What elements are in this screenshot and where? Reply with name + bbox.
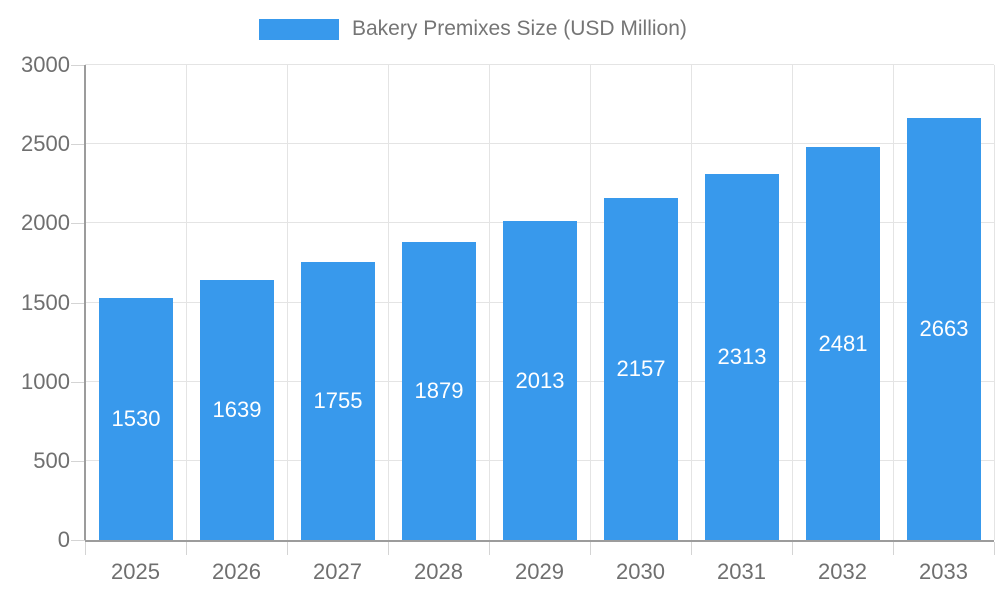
y-axis-label: 2500 (21, 131, 70, 156)
legend-swatch (259, 18, 339, 40)
y-axis-label: 500 (33, 448, 70, 473)
bar[interactable] (200, 280, 274, 540)
bar-value-label: 1879 (414, 378, 464, 403)
bar-value-label: 1530 (111, 406, 161, 431)
bar[interactable] (705, 174, 779, 540)
x-axis-tick (994, 542, 995, 555)
gridline-vertical (388, 65, 389, 540)
gridline-vertical (287, 65, 288, 540)
bar-value-label: 1755 (313, 388, 363, 413)
bar[interactable] (503, 221, 577, 540)
y-axis-tick (71, 144, 85, 145)
y-axis-tick (71, 223, 85, 224)
x-axis-tick (792, 542, 793, 555)
bar-value-label: 2013 (515, 368, 565, 393)
x-axis-tick (85, 542, 86, 555)
legend-item[interactable]: Bakery Premixes Size (USD Million) (259, 17, 687, 41)
x-axis-label: 2031 (717, 559, 766, 584)
y-axis-tick (71, 461, 85, 462)
bar-value-label: 2481 (818, 331, 868, 356)
gridline-vertical (691, 65, 692, 540)
x-axis-tick (590, 542, 591, 555)
x-axis-tick (388, 542, 389, 555)
x-axis-tick (287, 542, 288, 555)
bar[interactable] (907, 118, 981, 540)
gridline-vertical (792, 65, 793, 540)
y-axis-label: 0 (57, 527, 70, 552)
gridline-vertical (590, 65, 591, 540)
gridline-vertical (994, 65, 995, 540)
legend-label: Bakery Premixes Size (USD Million) (352, 17, 687, 40)
y-axis-tick (71, 540, 85, 541)
x-axis-label: 2032 (818, 559, 867, 584)
bar[interactable] (604, 198, 678, 540)
bar[interactable] (402, 242, 476, 540)
x-axis-tick (893, 542, 894, 555)
gridline-vertical (186, 65, 187, 540)
x-axis-label: 2025 (111, 559, 160, 584)
x-axis-tick (691, 542, 692, 555)
y-axis-label: 3000 (21, 52, 70, 77)
y-axis-label: 1500 (21, 290, 70, 315)
gridline-vertical (893, 65, 894, 540)
bar-value-label: 2157 (616, 356, 666, 381)
bar-value-label: 2313 (717, 344, 767, 369)
x-axis-label: 2033 (919, 559, 968, 584)
gridline-vertical (489, 65, 490, 540)
bar-value-label: 1639 (212, 397, 262, 422)
bar[interactable] (301, 262, 375, 540)
x-axis-label: 2029 (515, 559, 564, 584)
y-axis-label: 1000 (21, 369, 70, 394)
y-axis-tick (71, 303, 85, 304)
x-axis-label: 2027 (313, 559, 362, 584)
bar-value-label: 2663 (919, 316, 969, 341)
x-axis-tick (489, 542, 490, 555)
x-axis-label: 2028 (414, 559, 463, 584)
x-axis-label: 2030 (616, 559, 665, 584)
bar[interactable] (806, 147, 880, 540)
x-axis-line (85, 540, 994, 542)
gridline-horizontal (85, 64, 994, 65)
gridline-horizontal (85, 143, 994, 144)
y-axis-label: 2000 (21, 210, 70, 235)
x-axis-tick (186, 542, 187, 555)
y-axis-tick (71, 382, 85, 383)
y-axis-line (84, 65, 86, 540)
bar[interactable] (99, 298, 173, 540)
y-axis-tick (71, 65, 85, 66)
x-axis-label: 2026 (212, 559, 261, 584)
